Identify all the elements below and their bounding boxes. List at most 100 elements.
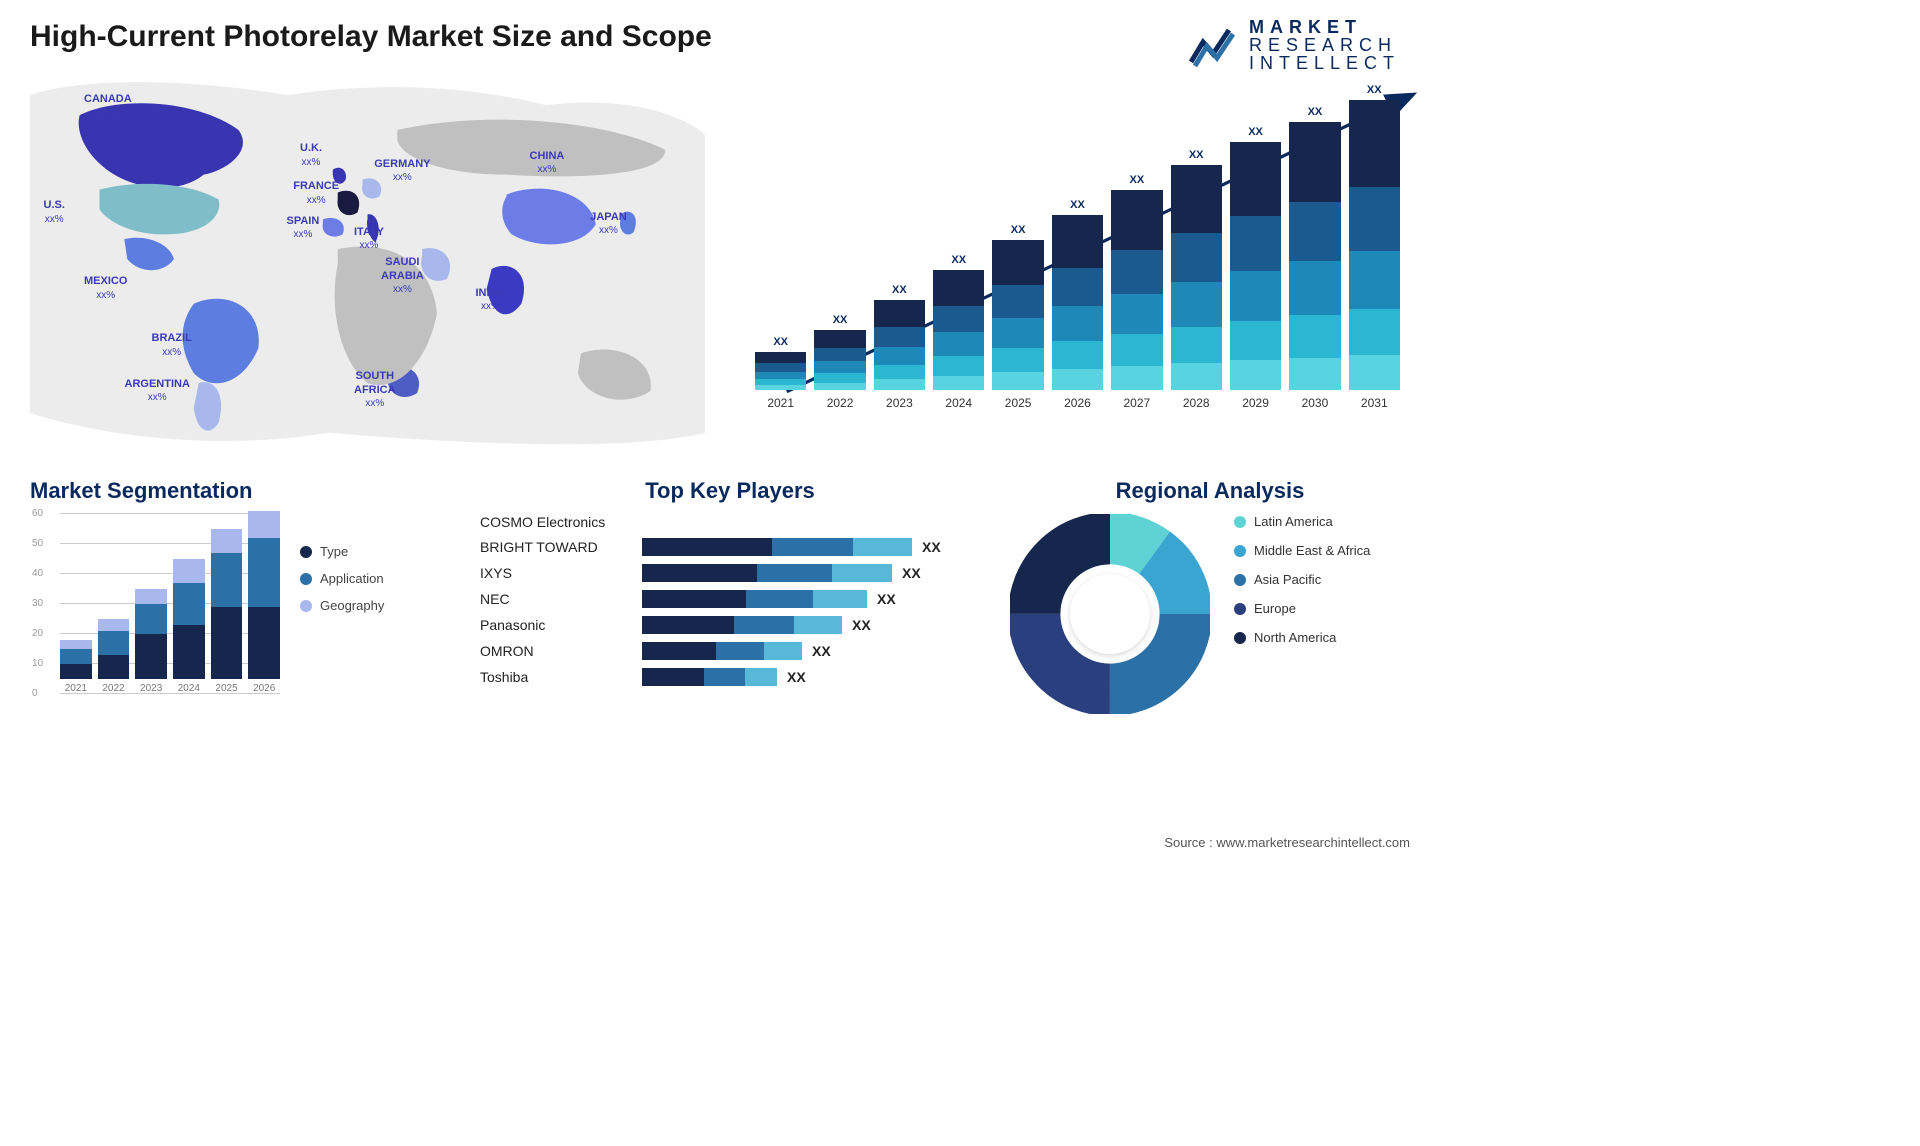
growth-year-label: 2025 <box>1005 396 1032 410</box>
growth-bar: XX 2029 <box>1230 126 1281 410</box>
segmentation-title: Market Segmentation <box>30 478 450 504</box>
seg-bar: 2024 <box>173 559 205 694</box>
segmentation-legend: Type Application Geography <box>300 514 384 714</box>
key-player-name: OMRON <box>480 643 630 659</box>
key-player-value: XX <box>787 669 806 685</box>
segmentation-panel: Market Segmentation 0102030405060 202120… <box>30 478 450 758</box>
logo-mark-icon <box>1189 22 1239 68</box>
growth-year-label: 2026 <box>1064 396 1091 410</box>
growth-bar: XX 2024 <box>933 254 984 410</box>
map-country-label: SOUTHAFRICAxx% <box>354 370 396 410</box>
key-player-value: XX <box>877 591 896 607</box>
logo-line3: INTELLECT <box>1249 54 1400 72</box>
regional-legend-item: North America <box>1234 630 1370 645</box>
map-country-label: ITALYxx% <box>354 226 384 252</box>
growth-year-label: 2023 <box>886 396 913 410</box>
logo-line2: RESEARCH <box>1249 36 1400 54</box>
regional-legend-item: Asia Pacific <box>1234 572 1370 587</box>
key-player-row: COSMO Electronics <box>480 514 980 530</box>
seg-bar: 2021 <box>60 640 92 694</box>
growth-bar: XX 2026 <box>1052 199 1103 410</box>
key-player-name: Toshiba <box>480 669 630 685</box>
map-country-label: JAPANxx% <box>590 211 626 237</box>
key-player-name: NEC <box>480 591 630 607</box>
seg-year-label: 2024 <box>178 683 200 694</box>
growth-bar-label: XX <box>1189 149 1204 161</box>
growth-bar: XX 2031 <box>1349 84 1400 410</box>
growth-bar: XX 2028 <box>1171 149 1222 410</box>
map-country-label: MEXICOxx% <box>84 275 127 301</box>
growth-bar-label: XX <box>951 254 966 266</box>
growth-bar-label: XX <box>1367 84 1382 96</box>
key-player-name: BRIGHT TOWARD <box>480 539 630 555</box>
regional-donut-chart <box>1010 514 1210 714</box>
map-country-label: SAUDIARABIAxx% <box>381 256 424 296</box>
seg-bar: 2026 <box>248 511 280 694</box>
seg-bar: 2023 <box>135 589 167 694</box>
key-player-value: XX <box>902 565 921 581</box>
growth-bar: XX 2022 <box>814 314 865 410</box>
growth-year-label: 2021 <box>767 396 794 410</box>
growth-bar: XX 2021 <box>755 336 806 410</box>
map-country-label: BRAZILxx% <box>152 332 192 358</box>
growth-year-label: 2029 <box>1242 396 1269 410</box>
seg-bar: 2022 <box>98 619 130 694</box>
key-players-panel: Top Key Players COSMO ElectronicsBRIGHT … <box>480 478 980 758</box>
key-player-row: IXYS XX <box>480 564 980 582</box>
regional-legend: Latin America Middle East & Africa Asia Pa… <box>1234 514 1370 645</box>
brand-logo: MARKET RESEARCH INTELLECT <box>1189 18 1400 72</box>
map-country-label: GERMANYxx% <box>374 158 430 184</box>
growth-bar-label: XX <box>1070 199 1085 211</box>
legend-item: Type <box>300 544 384 559</box>
logo-line1: MARKET <box>1249 18 1400 36</box>
map-country-label: U.K.xx% <box>300 142 322 168</box>
key-player-value: XX <box>852 617 871 633</box>
map-country-label: ARGENTINAxx% <box>125 378 190 404</box>
growth-bar-label: XX <box>1248 126 1263 138</box>
seg-year-label: 2022 <box>102 683 124 694</box>
growth-bar-label: XX <box>1308 106 1323 118</box>
growth-bar-label: XX <box>1011 224 1026 236</box>
growth-year-label: 2022 <box>827 396 854 410</box>
growth-bar-label: XX <box>892 284 907 296</box>
growth-year-label: 2027 <box>1123 396 1150 410</box>
legend-item: Geography <box>300 598 384 613</box>
key-player-name: COSMO Electronics <box>480 514 630 530</box>
map-country-label: INDIAxx% <box>476 287 506 313</box>
seg-year-label: 2025 <box>215 683 237 694</box>
regional-legend-item: Latin America <box>1234 514 1370 529</box>
key-player-row: Panasonic XX <box>480 616 980 634</box>
growth-bar-label: XX <box>1129 174 1144 186</box>
growth-bar-label: XX <box>833 314 848 326</box>
legend-item: Application <box>300 571 384 586</box>
key-player-row: OMRON XX <box>480 642 980 660</box>
regional-panel: Regional Analysis Latin America Middle Ea… <box>1010 478 1410 758</box>
map-country-label: CANADAxx% <box>84 93 132 119</box>
regional-legend-item: Middle East & Africa <box>1234 543 1370 558</box>
key-player-value: XX <box>812 643 831 659</box>
key-player-row: NEC XX <box>480 590 980 608</box>
growth-bar-label: XX <box>773 336 788 348</box>
growth-year-label: 2031 <box>1361 396 1388 410</box>
growth-bar: XX2030 <box>1289 106 1340 410</box>
source-text: Source : www.marketresearchintellect.com <box>1164 835 1410 850</box>
growth-year-label: 2024 <box>945 396 972 410</box>
growth-bar: XX 2025 <box>992 224 1043 410</box>
seg-year-label: 2021 <box>65 683 87 694</box>
key-player-name: Panasonic <box>480 617 630 633</box>
regional-title: Regional Analysis <box>1010 478 1410 504</box>
map-country-label: FRANCExx% <box>293 180 339 206</box>
key-player-value: XX <box>922 539 941 555</box>
world-map-panel: CANADAxx% U.S.xx% MEXICOxx% BRAZILxx% ARGENT… <box>30 74 705 454</box>
growth-chart-panel: XX2021XX2022XX2023XX2024XX2025XX2026XX20… <box>735 74 1410 454</box>
key-player-name: IXYS <box>480 565 630 581</box>
segmentation-chart: 0102030405060 202120222023202420252026 <box>30 514 280 714</box>
growth-year-label: 2028 <box>1183 396 1210 410</box>
key-player-row: Toshiba XX <box>480 668 980 686</box>
map-country-label: U.S.xx% <box>44 199 65 225</box>
growth-bar: XX 2023 <box>874 284 925 410</box>
map-country-label: CHINAxx% <box>530 150 565 176</box>
growth-bar: XX 2027 <box>1111 174 1162 410</box>
key-player-row: BRIGHT TOWARD XX <box>480 538 980 556</box>
seg-bar: 2025 <box>211 529 243 694</box>
